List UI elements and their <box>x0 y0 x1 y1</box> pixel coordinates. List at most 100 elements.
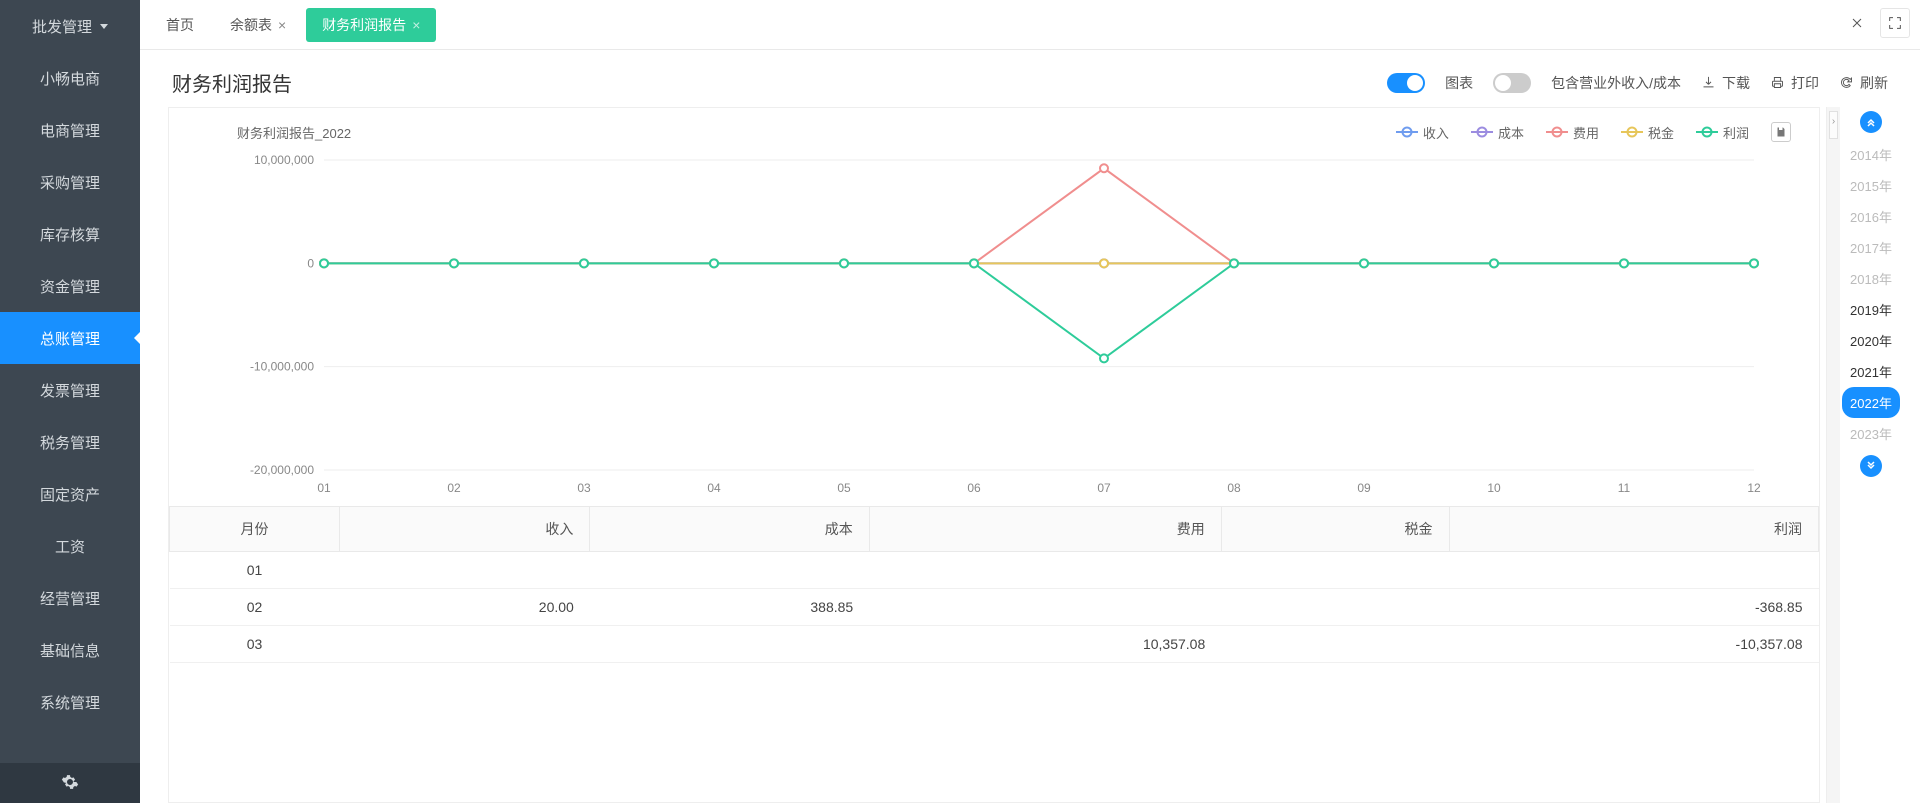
legend-item[interactable]: 利润 <box>1696 123 1749 142</box>
sidebar-settings[interactable] <box>0 763 140 803</box>
year-item-6[interactable]: 2020年 <box>1842 325 1900 356</box>
chevron-right-icon: › <box>1832 116 1835 127</box>
year-item-3: 2017年 <box>1842 232 1900 263</box>
year-item-8[interactable]: 2022年 <box>1842 387 1900 418</box>
refresh-button[interactable]: 刷新 <box>1839 73 1888 93</box>
toggle-extra-income[interactable] <box>1493 73 1531 93</box>
legend-label: 成本 <box>1498 123 1524 142</box>
sidebar-item-5[interactable]: 资金管理 <box>0 260 140 312</box>
svg-text:02: 02 <box>447 481 461 495</box>
close-icon[interactable]: × <box>278 17 286 33</box>
sidebar-item-0[interactable]: 批发管理 <box>0 0 140 52</box>
tab-1[interactable]: 余额表× <box>214 8 302 42</box>
svg-text:08: 08 <box>1227 481 1241 495</box>
legend-swatch-icon <box>1696 131 1718 133</box>
legend-swatch-icon <box>1621 131 1643 133</box>
table-cell: 388.85 <box>590 589 869 626</box>
table-header: 税金 <box>1221 507 1449 552</box>
year-item-9: 2023年 <box>1842 418 1900 449</box>
year-up-button[interactable] <box>1860 111 1882 133</box>
print-button[interactable]: 打印 <box>1770 73 1819 93</box>
main: 首页余额表×财务利润报告× 财务利润报告 图表 包含营业外收入/成本 <box>140 0 1920 803</box>
legend-swatch-icon <box>1546 131 1568 133</box>
sidebar-item-12[interactable]: 基础信息 <box>0 624 140 676</box>
svg-text:0: 0 <box>307 256 314 270</box>
table-cell <box>1221 626 1449 663</box>
legend-swatch-icon <box>1471 131 1493 133</box>
table-cell <box>590 552 869 589</box>
page-header: 财务利润报告 图表 包含营业外收入/成本 下载 打印 刷新 <box>140 50 1920 107</box>
legend-swatch-icon <box>1396 131 1418 133</box>
svg-text:09: 09 <box>1357 481 1371 495</box>
table-cell <box>869 589 1221 626</box>
sidebar-item-13[interactable]: 系统管理 <box>0 676 140 728</box>
year-item-5[interactable]: 2019年 <box>1842 294 1900 325</box>
svg-text:-10,000,000: -10,000,000 <box>250 360 314 374</box>
chart-save-button[interactable] <box>1771 122 1791 142</box>
table-cell <box>1221 589 1449 626</box>
scroll-indicator[interactable]: › <box>1826 107 1840 803</box>
sidebar: 批发管理小畅电商电商管理采购管理库存核算资金管理总账管理发票管理税务管理固定资产… <box>0 0 140 803</box>
legend-item[interactable]: 成本 <box>1471 123 1524 142</box>
sidebar-item-6[interactable]: 总账管理 <box>0 312 140 364</box>
year-item-1: 2015年 <box>1842 170 1900 201</box>
svg-text:04: 04 <box>707 481 721 495</box>
sidebar-item-8[interactable]: 税务管理 <box>0 416 140 468</box>
table-row: 01 <box>170 552 1819 589</box>
sidebar-item-4[interactable]: 库存核算 <box>0 208 140 260</box>
table-header: 成本 <box>590 507 869 552</box>
table-cell: -10,357.08 <box>1449 626 1818 663</box>
toggle-chart[interactable] <box>1387 73 1425 93</box>
year-item-0: 2014年 <box>1842 139 1900 170</box>
legend-item[interactable]: 费用 <box>1546 123 1599 142</box>
close-icon[interactable]: × <box>412 17 420 33</box>
table-header: 月份 <box>170 507 340 552</box>
sidebar-item-1[interactable]: 小畅电商 <box>0 52 140 104</box>
legend-item[interactable]: 税金 <box>1621 123 1674 142</box>
table-cell: -368.85 <box>1449 589 1818 626</box>
profit-table: 月份收入成本费用税金利润 010220.00388.85-368.850310,… <box>169 506 1819 663</box>
table-header: 利润 <box>1449 507 1818 552</box>
sidebar-item-7[interactable]: 发票管理 <box>0 364 140 416</box>
year-item-7[interactable]: 2021年 <box>1842 356 1900 387</box>
svg-text:01: 01 <box>317 481 331 495</box>
tab-2[interactable]: 财务利润报告× <box>306 8 436 42</box>
fullscreen-button[interactable] <box>1880 8 1910 38</box>
download-button[interactable]: 下载 <box>1701 73 1750 93</box>
svg-text:03: 03 <box>577 481 591 495</box>
legend-item[interactable]: 收入 <box>1396 123 1449 142</box>
legend-label: 利润 <box>1723 123 1749 142</box>
close-panel-button[interactable] <box>1842 8 1872 38</box>
legend-label: 税金 <box>1648 123 1674 142</box>
svg-text:11: 11 <box>1618 481 1631 495</box>
table-header: 收入 <box>340 507 590 552</box>
sidebar-item-10[interactable]: 工资 <box>0 520 140 572</box>
svg-text:05: 05 <box>837 481 851 495</box>
table-cell: 10,357.08 <box>869 626 1221 663</box>
table-cell <box>1221 552 1449 589</box>
year-item-4: 2018年 <box>1842 263 1900 294</box>
sidebar-item-2[interactable]: 电商管理 <box>0 104 140 156</box>
sidebar-item-9[interactable]: 固定资产 <box>0 468 140 520</box>
svg-text:12: 12 <box>1747 481 1761 495</box>
page-title: 财务利润报告 <box>172 68 292 97</box>
download-icon <box>1701 75 1716 90</box>
toggle-chart-label: 图表 <box>1445 73 1473 93</box>
report-panel: 财务利润报告_2022 收入成本费用税金利润 -20,000,000-10,00… <box>168 107 1820 803</box>
svg-text:07: 07 <box>1097 481 1111 495</box>
year-down-button[interactable] <box>1860 455 1882 477</box>
tab-0[interactable]: 首页 <box>150 8 210 42</box>
table-row: 0220.00388.85-368.85 <box>170 589 1819 626</box>
sidebar-item-11[interactable]: 经营管理 <box>0 572 140 624</box>
refresh-icon <box>1839 75 1854 90</box>
table-header: 费用 <box>869 507 1221 552</box>
chart-legend: 收入 成本 费用 税金 利润 <box>1396 122 1791 142</box>
table-cell <box>340 552 590 589</box>
table-row: 03 10,357.08 -10,357.08 <box>170 626 1819 663</box>
table-cell: 20.00 <box>340 589 590 626</box>
legend-label: 费用 <box>1573 123 1599 142</box>
svg-text:10,000,000: 10,000,000 <box>254 153 314 167</box>
sidebar-item-3[interactable]: 采购管理 <box>0 156 140 208</box>
table-cell: 03 <box>170 626 340 663</box>
toggle-extra-label: 包含营业外收入/成本 <box>1551 73 1681 93</box>
